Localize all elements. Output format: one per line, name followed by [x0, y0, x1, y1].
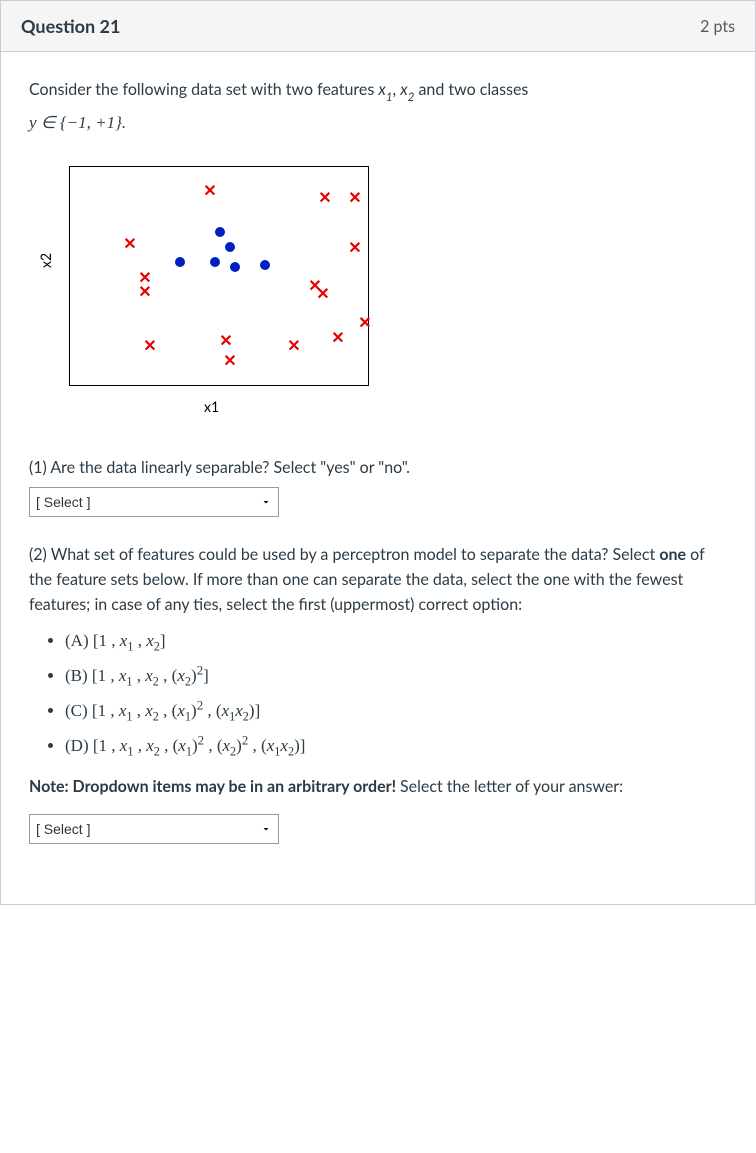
marker-dot — [230, 262, 240, 272]
question-points: 2 pts — [700, 17, 735, 36]
note-text: Note: Dropdown items may be in an arbitr… — [29, 775, 727, 800]
marker-dot — [260, 260, 270, 270]
var-x2: x2 — [400, 80, 414, 99]
question-header: Question 21 2 pts — [1, 1, 755, 52]
subquestion-1-select-wrap: [ Select ] — [29, 487, 727, 517]
marker-cross: ✕ — [318, 191, 331, 207]
y-axis-label: x2 — [35, 253, 57, 268]
option-a: (A) [1 , x1 , x2] — [65, 628, 727, 656]
marker-cross: ✕ — [123, 237, 136, 253]
option-d: (D) [1 , x1 , x2 , (x1)2 , (x2)2 , (x1x2… — [65, 730, 727, 761]
marker-cross: ✕ — [316, 287, 329, 303]
marker-cross: ✕ — [348, 241, 361, 257]
note-bold: Note: Dropdown items may be in an arbitr… — [29, 777, 400, 796]
subquestion-2-select[interactable]: [ Select ] — [29, 814, 279, 844]
marker-dot — [215, 227, 225, 237]
var-x1: x1 — [378, 80, 392, 99]
subquestion-1-select[interactable]: [ Select ] — [29, 487, 279, 517]
question-title: Question 21 — [21, 15, 120, 37]
intro-text: Consider the following data set with two… — [29, 78, 727, 136]
marker-cross: ✕ — [287, 339, 300, 355]
marker-dot — [210, 257, 220, 267]
question-card: Question 21 2 pts Consider the following… — [0, 0, 756, 905]
subquestion-2-text: (2) What set of features could be used b… — [29, 543, 727, 617]
feature-options-list: (A) [1 , x1 , x2] (B) [1 , x1 , x2 , (x2… — [29, 628, 727, 761]
intro-suffix: and two classes — [414, 80, 528, 99]
subquestion-2-select-wrap: [ Select ] — [29, 814, 727, 844]
marker-cross: ✕ — [138, 285, 151, 301]
intro-prefix: Consider the following data set with two… — [29, 80, 378, 99]
marker-dot — [175, 257, 185, 267]
marker-cross: ✕ — [203, 184, 216, 200]
marker-cross: ✕ — [358, 316, 371, 332]
note-rest: Select the letter of your answer: — [400, 777, 623, 796]
marker-cross: ✕ — [143, 339, 156, 355]
option-b: (B) [1 , x1 , x2 , (x2)2] — [65, 660, 727, 691]
bold-one: one — [659, 545, 686, 564]
marker-cross: ✕ — [223, 354, 236, 370]
question-body: Consider the following data set with two… — [1, 52, 755, 904]
marker-cross: ✕ — [348, 191, 361, 207]
marker-cross: ✕ — [331, 331, 344, 347]
marker-dot — [225, 242, 235, 252]
marker-cross: ✕ — [219, 334, 232, 350]
plot-border: ✕✕✕✕✕✕✕✕✕✕✕✕✕✕✕ — [69, 166, 369, 386]
subquestion-1-text: (1) Are the data linearly separable? Sel… — [29, 456, 727, 481]
x-axis-label: x1 — [204, 396, 219, 418]
option-c: (C) [1 , x1 , x2 , (x1)2 , (x1x2)] — [65, 695, 727, 726]
scatter-plot: x2 ✕✕✕✕✕✕✕✕✕✕✕✕✕✕✕ x1 — [29, 158, 389, 438]
set-membership-line: y ∈ {−1, +1}. — [29, 109, 727, 136]
